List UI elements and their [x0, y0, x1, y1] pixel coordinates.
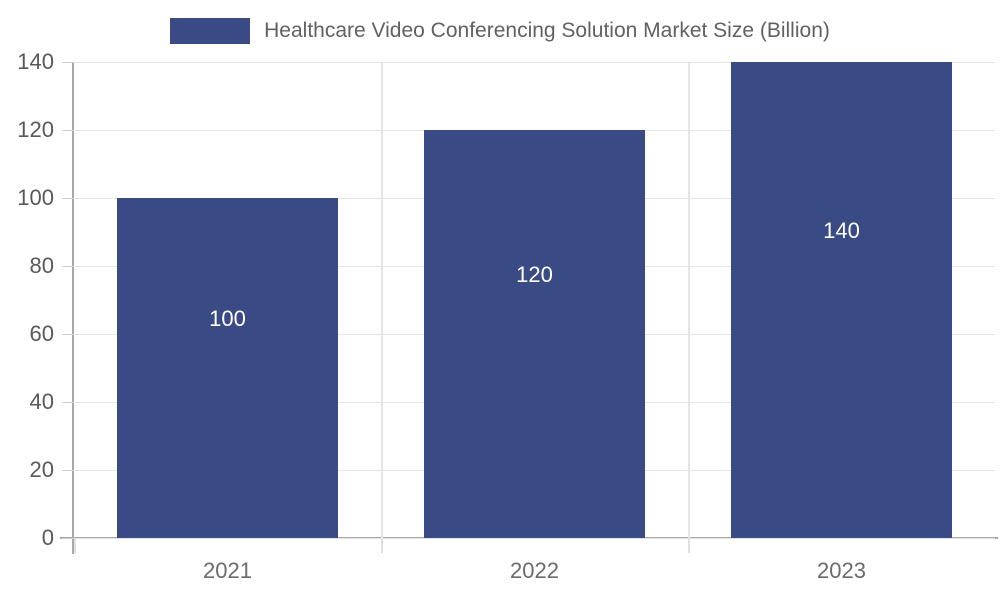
- bar-value-label: 140: [823, 217, 860, 243]
- y-axis-line: [72, 62, 74, 554]
- bar-value-label: 100: [209, 305, 246, 331]
- y-tick-label: 40: [29, 389, 54, 414]
- x-tick-mark: [688, 539, 690, 553]
- y-tick-label: 80: [29, 253, 54, 278]
- gridline-horizontal: [74, 62, 995, 63]
- y-tick-label: 120: [17, 117, 54, 142]
- y-tick-label: 100: [17, 185, 54, 210]
- y-tick-label: 140: [17, 49, 54, 74]
- x-tick-mark: [74, 539, 76, 553]
- bar-value-label: 120: [516, 261, 553, 287]
- y-tick-label: 20: [29, 457, 54, 482]
- gridline-horizontal: [74, 538, 995, 539]
- plot-area: 100 120 140: [74, 62, 995, 539]
- y-tick-mark: [62, 198, 74, 199]
- y-tick-label: 60: [29, 321, 54, 346]
- chart-legend: Healthcare Video Conferencing Solution M…: [0, 12, 1000, 50]
- x-tick-mark: [381, 539, 383, 553]
- x-tick-label-2021: 2021: [203, 558, 252, 583]
- y-tick-mark: [62, 402, 74, 403]
- gridline-vertical: [381, 62, 383, 538]
- bar-2021[interactable]: [117, 198, 338, 538]
- gridline-vertical: [688, 62, 690, 538]
- y-tick-label: 0: [41, 525, 54, 550]
- legend-swatch-icon: [170, 18, 251, 44]
- y-tick-mark: [62, 62, 74, 63]
- y-tick-mark: [62, 470, 74, 471]
- bar-2023[interactable]: [731, 62, 952, 538]
- y-tick-mark: [62, 266, 74, 267]
- x-tick-label-2022: 2022: [510, 558, 559, 583]
- x-tick-label-2023: 2023: [817, 558, 866, 583]
- bar-2022[interactable]: [424, 130, 645, 538]
- legend-label: Healthcare Video Conferencing Solution M…: [264, 19, 830, 42]
- y-tick-mark: [62, 334, 74, 335]
- legend-item-market-size[interactable]: Healthcare Video Conferencing Solution M…: [170, 18, 830, 44]
- y-tick-mark: [62, 130, 74, 131]
- y-tick-mark: [62, 538, 74, 539]
